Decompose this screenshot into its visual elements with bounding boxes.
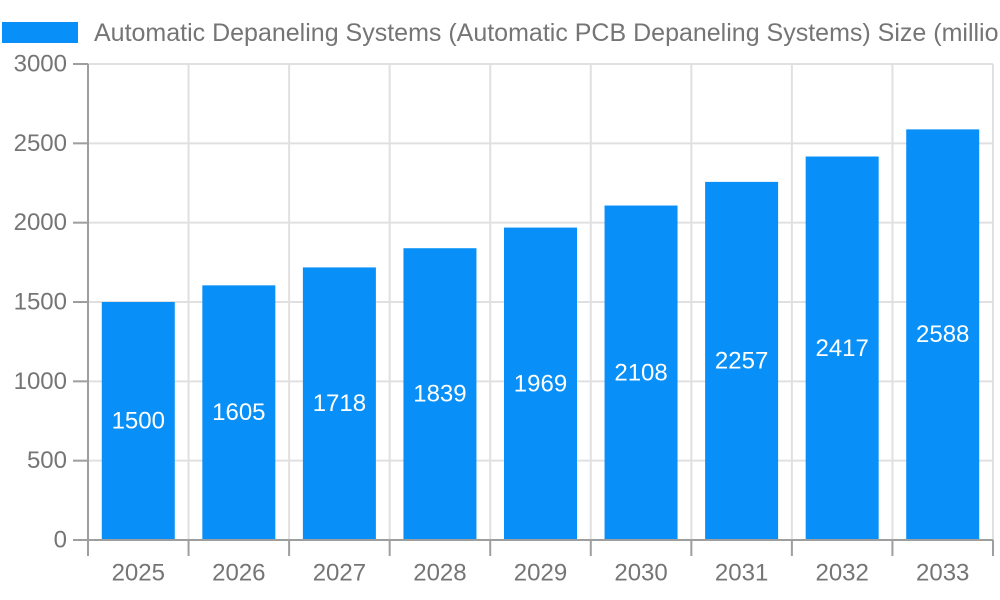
bar-value-label: 1500	[112, 408, 165, 435]
bar-2025[interactable]	[101, 302, 175, 540]
bar-value-label: 1969	[514, 370, 567, 397]
y-axis-label: 1500	[14, 289, 67, 316]
bar-2032[interactable]	[805, 156, 879, 540]
x-axis-label: 2029	[514, 560, 567, 587]
chart-title: Automatic Depaneling Systems (Automatic …	[94, 19, 1000, 47]
y-axis-label: 500	[27, 447, 67, 474]
bar-value-label: 1839	[413, 381, 466, 408]
bar-2026[interactable]	[202, 285, 276, 540]
y-axis-label: 1000	[14, 368, 67, 395]
bar-value-label: 2588	[916, 321, 969, 348]
labels-layer: 1500 1605 1718 1839 1969 2108 2257 2417 2588 0 500…	[14, 51, 970, 587]
bar-value-label: 1718	[313, 390, 366, 417]
y-axis-label: 2000	[14, 209, 67, 236]
bar-2029[interactable]	[504, 227, 577, 540]
legend: Automatic Depaneling Systems (Automatic …	[2, 19, 1000, 47]
x-axis-label: 2031	[715, 560, 768, 587]
legend-swatch[interactable]	[2, 22, 78, 43]
bar-2027[interactable]	[302, 267, 376, 540]
grid-layer	[88, 63, 994, 540]
bar-value-label: 2417	[815, 335, 868, 362]
bar-2030[interactable]	[604, 205, 678, 540]
bar-2033[interactable]	[906, 129, 980, 540]
x-axis-label: 2032	[815, 560, 868, 587]
bar-2028[interactable]	[403, 248, 477, 540]
x-axis-label: 2026	[212, 560, 265, 587]
x-axis-label: 2028	[413, 560, 466, 587]
bar-value-label: 1605	[212, 399, 265, 426]
x-axis-label: 2033	[916, 560, 969, 587]
bar-value-label: 2108	[614, 359, 667, 386]
axis-layer	[73, 63, 994, 556]
x-axis-label: 2025	[112, 560, 165, 587]
y-axis-label: 2500	[14, 130, 67, 157]
y-axis-label: 0	[54, 527, 67, 554]
y-axis-label: 3000	[14, 51, 67, 78]
bars-layer	[101, 129, 980, 540]
bar-2031[interactable]	[705, 181, 779, 540]
x-axis-label: 2027	[313, 560, 366, 587]
bar-value-label: 2257	[715, 347, 768, 374]
x-axis-label: 2030	[614, 560, 667, 587]
